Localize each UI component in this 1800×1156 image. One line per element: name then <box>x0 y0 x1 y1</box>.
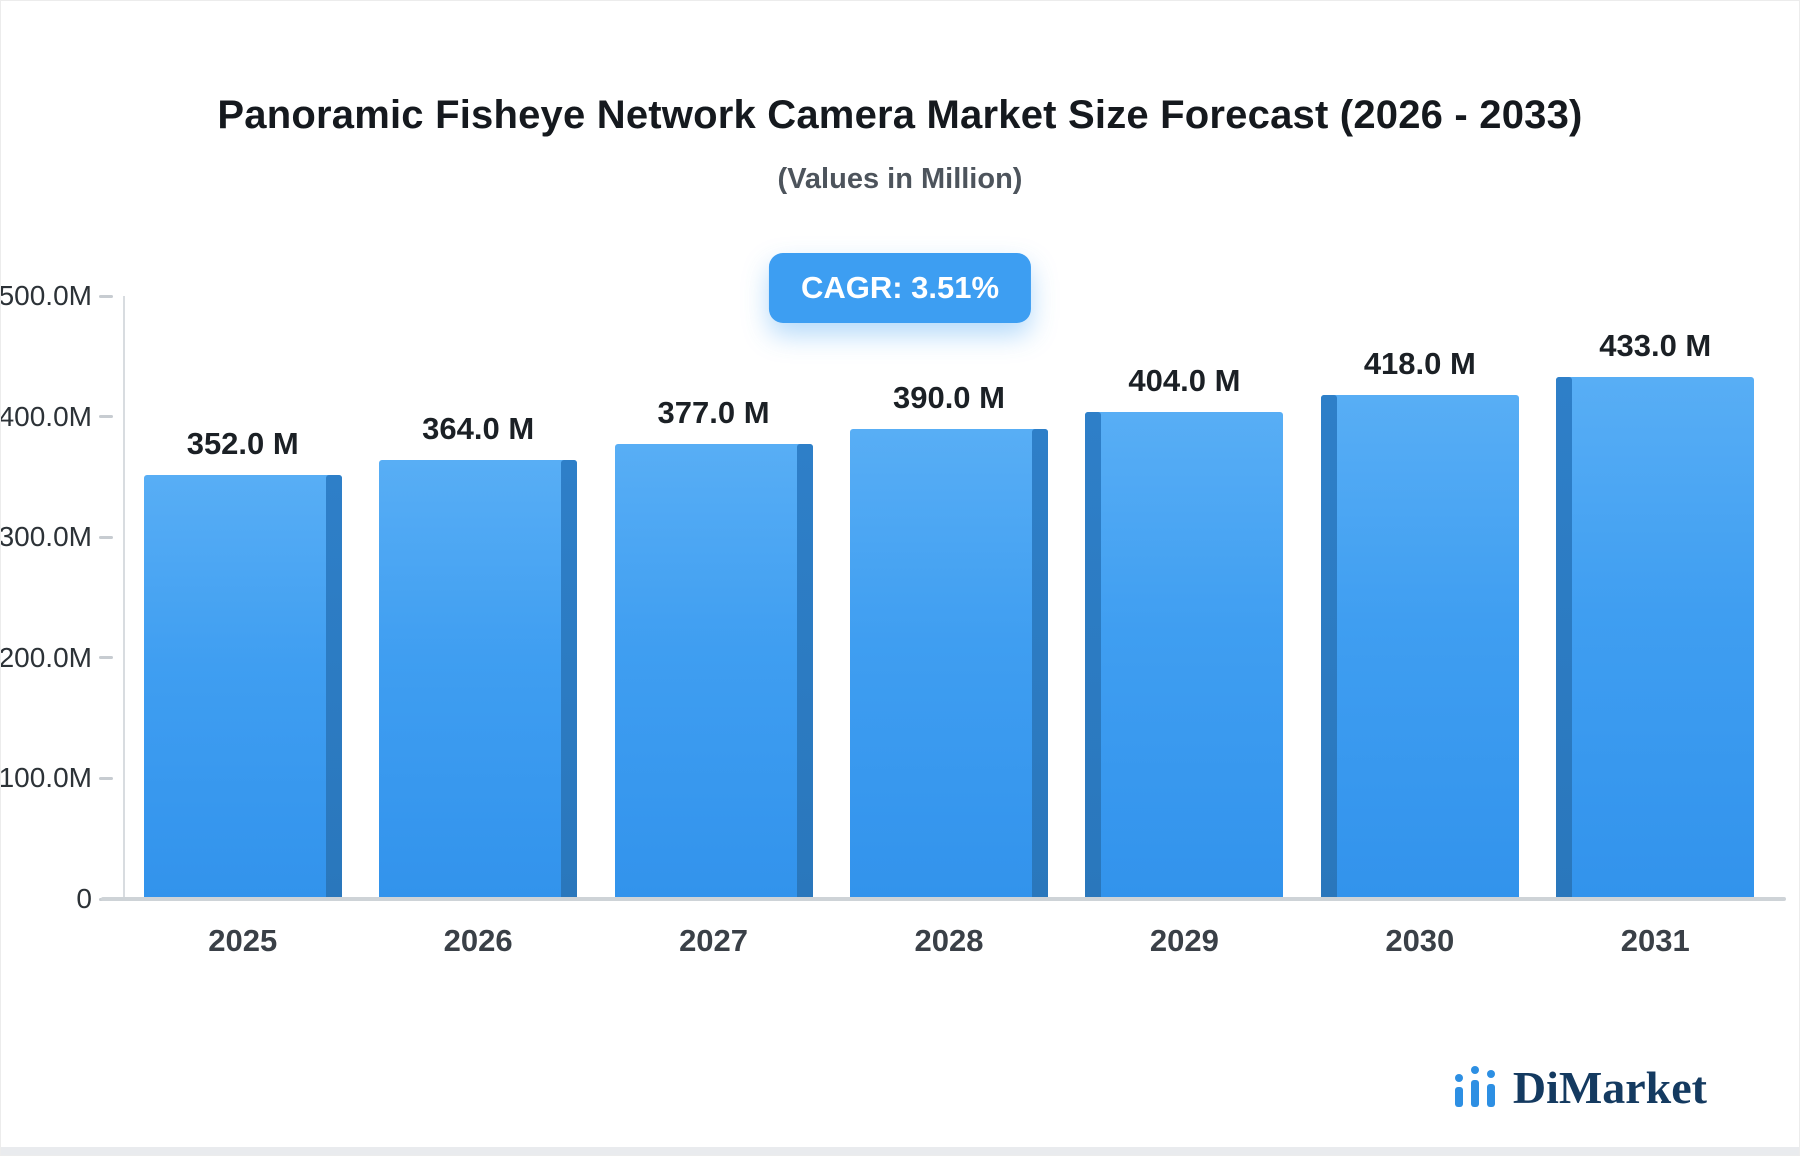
bar-value-label: 433.0 M <box>1599 327 1712 363</box>
x-axis-line <box>101 897 1786 901</box>
x-tick-label: 2026 <box>443 923 513 958</box>
y-tick-mark <box>99 776 113 780</box>
bar-group: 377.0 M 2027 <box>596 296 831 958</box>
y-tick-mark <box>99 535 113 539</box>
dimarket-logo-icon <box>1454 1066 1495 1107</box>
plot-area: 352.0 M 2025 364.0 M 2026 377.0 M 2027 390.0 M… <box>123 296 1773 958</box>
y-tick-mark <box>99 656 113 660</box>
bar-value-label: 390.0 M <box>892 379 1005 415</box>
x-tick-label: 2029 <box>1149 923 1219 958</box>
y-tick-label: 200.0M <box>0 641 92 673</box>
bar-group: 418.0 M 2030 <box>1302 296 1537 958</box>
bar-value-label: 404.0 M <box>1128 362 1241 398</box>
cagr-badge-label: CAGR: 3.51% <box>800 270 1000 305</box>
bar-2028[interactable] <box>849 428 1048 900</box>
bar-group: 404.0 M 2029 <box>1067 296 1302 958</box>
chart-title: Panoramic Fisheye Network Camera Market … <box>217 93 1583 137</box>
bar-2026[interactable] <box>379 460 578 899</box>
dimarket-logo-text: DiMarket <box>1512 1062 1707 1113</box>
y-axis-tick: 100.0M <box>0 762 113 794</box>
bar-value-label: 352.0 M <box>186 425 299 461</box>
y-tick-label: 0 <box>76 883 92 914</box>
y-axis-tick: 400.0M <box>0 400 113 433</box>
x-tick-label: 2031 <box>1620 923 1690 958</box>
x-tick-label: 2027 <box>679 923 749 958</box>
y-tick-label: 100.0M <box>0 762 92 794</box>
bar-2027[interactable] <box>614 444 813 899</box>
bar-2031[interactable] <box>1556 376 1755 900</box>
y-tick-label: 500.0M <box>0 280 92 311</box>
bar-value-label: 364.0 M <box>422 411 535 447</box>
bar-2030[interactable] <box>1320 394 1519 900</box>
y-axis-tick: 300.0M <box>0 521 113 553</box>
bar-group: 364.0 M 2026 <box>360 296 595 958</box>
bar-group: 352.0 M 2025 <box>125 296 360 958</box>
dimarket-logo: DiMarket <box>1450 1061 1707 1111</box>
bottom-divider <box>1 1147 1799 1155</box>
chart-subtitle: (Values in Million) <box>777 163 1023 195</box>
bar-group: 433.0 M 2031 <box>1538 296 1773 958</box>
bar-2029[interactable] <box>1085 411 1284 900</box>
cagr-badge: CAGR: 3.51% <box>768 253 1032 323</box>
y-tick-label: 300.0M <box>0 521 92 553</box>
y-axis: 500.0M 400.0M 300.0M 200.0M 100.0M 0 <box>0 280 113 914</box>
bar-value-label: 377.0 M <box>657 395 770 431</box>
bar-group: 390.0 M 2028 <box>831 296 1066 958</box>
y-tick-mark <box>99 415 113 419</box>
x-tick-label: 2025 <box>208 923 278 958</box>
x-tick-label: 2028 <box>914 923 984 958</box>
bar-2025[interactable] <box>143 474 342 899</box>
y-axis-tick: 500.0M <box>0 280 113 312</box>
bar-value-label: 418.0 M <box>1363 345 1476 381</box>
y-axis-tick: 200.0M <box>0 641 113 674</box>
y-tick-mark <box>99 294 113 298</box>
x-tick-label: 2030 <box>1385 923 1455 958</box>
y-tick-label: 400.0M <box>0 400 92 432</box>
